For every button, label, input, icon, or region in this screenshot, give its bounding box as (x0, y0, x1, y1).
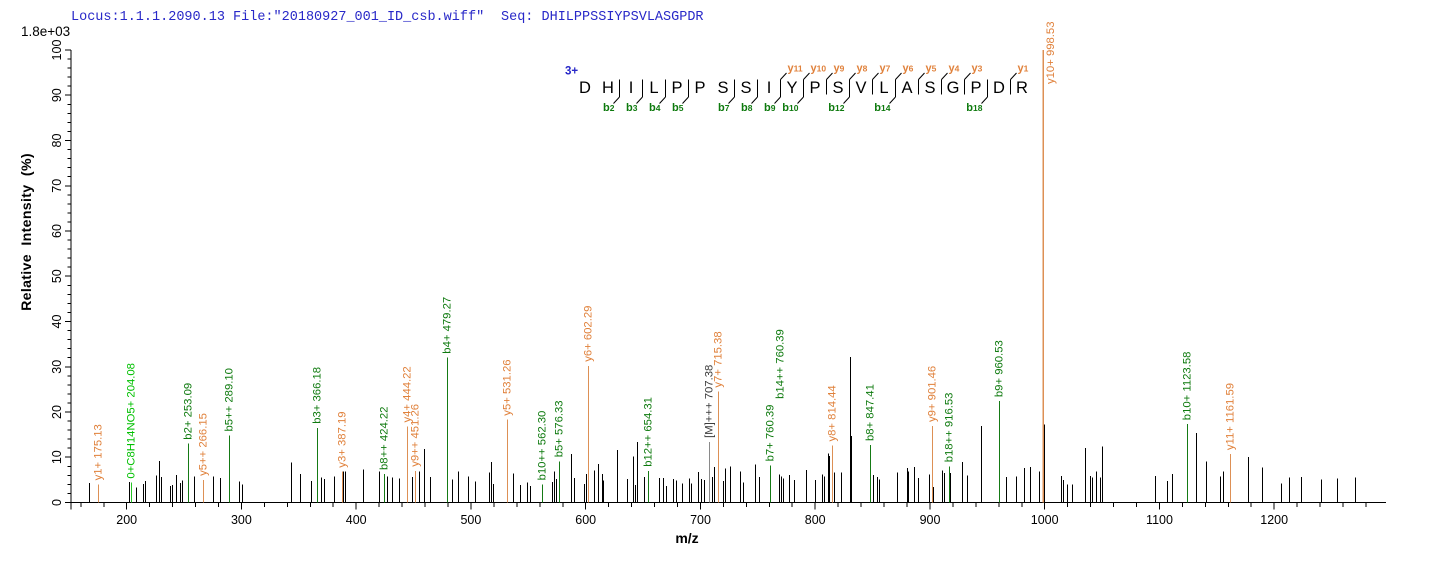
svg-text:b9+ 960.53: b9+ 960.53 (994, 340, 1006, 397)
svg-text:900: 900 (920, 513, 941, 527)
svg-text:70: 70 (50, 179, 64, 193)
svg-text:b10++ 562.30: b10++ 562.30 (537, 411, 549, 481)
svg-text:y9++ 451.26: y9++ 451.26 (410, 404, 422, 467)
svg-text:500: 500 (460, 513, 481, 527)
svg-text:90: 90 (50, 88, 64, 102)
svg-text:I: I (767, 79, 772, 97)
svg-text:y9: y9 (834, 63, 845, 75)
svg-text:b14++ 760.39: b14++ 760.39 (775, 329, 787, 399)
svg-text:b4: b4 (649, 102, 661, 114)
svg-text:20: 20 (50, 405, 64, 419)
svg-text:y9+ 901.46: y9+ 901.46 (927, 366, 939, 422)
svg-text:b5+ 576.33: b5+ 576.33 (554, 400, 566, 457)
svg-text:b3: b3 (626, 102, 638, 114)
svg-text:D: D (579, 79, 591, 97)
svg-text:y5++ 266.15: y5++ 266.15 (198, 413, 210, 476)
svg-text:b12: b12 (828, 102, 844, 114)
svg-text:800: 800 (805, 513, 826, 527)
svg-text:y7+ 715.38: y7+ 715.38 (713, 331, 725, 387)
svg-text:0+C8H14NO5+ 204.08: 0+C8H14NO5+ 204.08 (126, 363, 138, 479)
svg-text:Locus:1.1.1.2090.13 File:"2018: Locus:1.1.1.2090.13 File:"20180927_001_I… (71, 10, 484, 25)
svg-text:700: 700 (690, 513, 711, 527)
svg-text:30: 30 (50, 360, 64, 374)
svg-text:b8+ 847.41: b8+ 847.41 (865, 384, 877, 441)
svg-text:600: 600 (575, 513, 596, 527)
svg-text:1000: 1000 (1031, 513, 1059, 527)
svg-text:H: H (602, 79, 614, 97)
svg-text:Y: Y (786, 79, 797, 97)
svg-text:Seq: DHILPPSSIYPSVLASGPDR: Seq: DHILPPSSIYPSVLASGPDR (501, 10, 704, 25)
svg-text:S: S (740, 79, 751, 97)
svg-text:y5: y5 (926, 63, 937, 75)
svg-text:b5++ 289.10: b5++ 289.10 (224, 368, 236, 431)
svg-text:P: P (694, 79, 705, 97)
svg-text:b8++ 424.22: b8++ 424.22 (379, 407, 391, 470)
svg-text:b2+ 253.09: b2+ 253.09 (183, 383, 195, 440)
svg-text:V: V (855, 79, 866, 97)
svg-text:L: L (649, 79, 658, 97)
svg-text:b3+ 366.18: b3+ 366.18 (312, 367, 324, 424)
svg-text:P: P (970, 79, 981, 97)
svg-text:y6+ 602.29: y6+ 602.29 (583, 306, 595, 362)
svg-text:S: S (717, 79, 728, 97)
svg-text:y4: y4 (949, 63, 960, 75)
svg-text:300: 300 (231, 513, 252, 527)
svg-text:y8+ 814.44: y8+ 814.44 (827, 385, 839, 441)
svg-text:b5: b5 (672, 102, 684, 114)
svg-text:G: G (947, 79, 960, 97)
svg-text:b4+ 479.27: b4+ 479.27 (442, 297, 454, 354)
svg-text:y8: y8 (857, 63, 868, 75)
svg-text:y1+ 175.13: y1+ 175.13 (93, 424, 105, 480)
svg-text:b12++ 654.31: b12++ 654.31 (643, 397, 655, 467)
svg-text:P: P (671, 79, 682, 97)
svg-text:L: L (879, 79, 888, 97)
svg-text:P: P (809, 79, 820, 97)
svg-text:[M]+++ 707.38: [M]+++ 707.38 (704, 365, 716, 438)
svg-text:400: 400 (346, 513, 367, 527)
svg-text:b10+ 1123.58: b10+ 1123.58 (1182, 352, 1194, 421)
svg-text:S: S (924, 79, 935, 97)
svg-text:y10: y10 (811, 63, 827, 75)
svg-text:y1: y1 (1018, 63, 1029, 75)
svg-text:y4+ 444.22: y4+ 444.22 (402, 366, 414, 422)
svg-text:80: 80 (50, 134, 64, 148)
svg-text:y7: y7 (880, 63, 891, 75)
svg-text:b9: b9 (764, 102, 776, 114)
svg-text:b18: b18 (966, 102, 982, 114)
svg-text:R: R (1016, 79, 1028, 97)
svg-text:y5+ 531.26: y5+ 531.26 (502, 359, 514, 415)
svg-text:1.8e+03: 1.8e+03 (21, 24, 70, 39)
svg-text:b8: b8 (741, 102, 753, 114)
svg-text:I: I (629, 79, 634, 97)
svg-text:1200: 1200 (1260, 513, 1288, 527)
svg-text:50: 50 (50, 269, 64, 283)
svg-text:1100: 1100 (1146, 513, 1173, 527)
svg-text:y3: y3 (972, 63, 983, 75)
svg-text:Relative Intensity (%): Relative Intensity (%) (19, 153, 35, 311)
svg-text:y11: y11 (788, 63, 803, 75)
svg-text:10: 10 (50, 450, 64, 464)
svg-text:b7+ 760.39: b7+ 760.39 (765, 405, 777, 462)
svg-text:b14: b14 (874, 102, 890, 114)
svg-text:y11+ 1161.59: y11+ 1161.59 (1225, 383, 1237, 450)
svg-text:60: 60 (50, 224, 64, 238)
svg-text:D: D (993, 79, 1005, 97)
svg-text:y3+ 387.19: y3+ 387.19 (337, 411, 349, 467)
svg-text:b18++ 916.53: b18++ 916.53 (944, 393, 956, 463)
svg-text:y10+ 998.53: y10+ 998.53 (1045, 21, 1057, 84)
svg-text:b2: b2 (603, 102, 615, 114)
svg-text:200: 200 (116, 513, 137, 527)
svg-text:3+: 3+ (565, 66, 578, 78)
svg-text:y6: y6 (903, 63, 914, 75)
svg-text:0: 0 (50, 499, 64, 506)
svg-text:100: 100 (50, 40, 64, 61)
svg-text:m/z: m/z (675, 530, 698, 546)
svg-text:b10: b10 (782, 102, 798, 114)
svg-text:A: A (901, 79, 912, 97)
svg-text:b7: b7 (718, 102, 730, 114)
svg-text:40: 40 (50, 315, 64, 329)
svg-text:S: S (832, 79, 843, 97)
